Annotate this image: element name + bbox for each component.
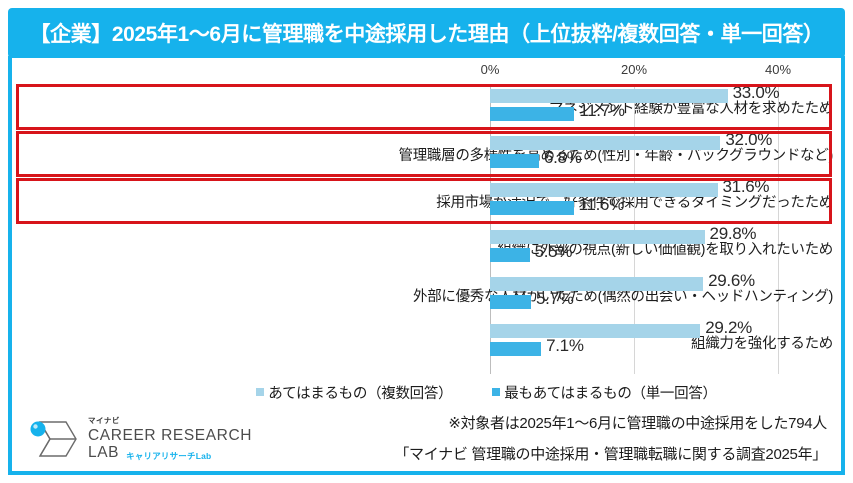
bar-value-label: 29.6% <box>708 271 755 290</box>
bar-value-label: 6.8% <box>543 148 582 167</box>
bar-value-label: 33.0% <box>732 83 780 102</box>
bar-value-label: 5.5% <box>534 242 573 261</box>
bar-single <box>490 295 532 309</box>
bar-single <box>490 107 575 121</box>
bar-multi <box>490 230 705 244</box>
bar-value-label: 11.7% <box>579 101 625 120</box>
row-category-label: 組織に外部の視点(新しい価値観)を取り入れたいため <box>497 242 833 258</box>
gridline <box>634 84 635 374</box>
row-bars: 31.6% 11.6% <box>490 177 841 225</box>
chart-rows: マネジメント経験が豊富な人材を求めたため 33.0% 11.7% 管理職層の多様性を高… <box>12 83 841 366</box>
mynavi-career-research-lab-logo: マイナビ CAREER RESEARCH LAB キャリアリサーチLab <box>26 416 252 462</box>
legend-label: あてはまるもの（複数回答） <box>268 385 453 402</box>
footer: マイナビ CAREER RESEARCH LAB キャリアリサーチLab ※対象… <box>12 406 841 476</box>
bar-value-label: 11.6% <box>578 195 625 214</box>
frame-left-rail <box>8 56 12 475</box>
logo-kana: マイナビ <box>88 416 120 426</box>
header-banner: 【企業】2025年1〜6月に管理職を中途採用した理由（上位抜粋/複数回答・単一回… <box>8 8 845 58</box>
footnotes: ※対象者は2025年1〜6月に管理職の中途採用をした794人 「マイナビ 管理職… <box>394 408 827 470</box>
chart-row: 管理職層の多様性を高めるため(性別・年齢・バックグラウンドなど) 32.0% 6.8… <box>12 130 841 178</box>
row-bars: 29.2% 7.1% <box>490 318 841 366</box>
chart-row: 組織力を強化するため 29.2% 7.1% <box>12 318 841 366</box>
frame-right-rail <box>841 56 845 475</box>
bar-value-label: 5.7% <box>536 289 574 308</box>
legend-item: 最もあてはまるもの（単一回答） <box>492 382 717 403</box>
chart-row: 外部に優秀な人材がいたため(偶然の出会い・ヘッドハンティング) 29.6% 5.7% <box>12 271 841 319</box>
bar-value-label: 29.2% <box>705 318 752 337</box>
bar-multi <box>490 277 704 291</box>
logo-line-2: LAB <box>88 443 120 461</box>
bar-value-label: 7.1% <box>546 336 584 355</box>
bar-multi <box>490 183 718 197</box>
chart-row: 採用市場が活況で、好条件で採用できるタイミングだったため 31.6% 11.6% <box>12 177 841 225</box>
bar-single <box>490 154 539 168</box>
bar-value-label: 32.0% <box>725 130 773 149</box>
frame-bottom-rail <box>8 471 845 475</box>
x-axis: 0% 20% 40% <box>12 62 841 82</box>
footnote-sample-size: ※対象者は2025年1〜6月に管理職の中途採用をした794人 <box>448 415 827 432</box>
chart-row: 組織に外部の視点(新しい価値観)を取り入れたいため 29.8% 5.5% <box>12 224 841 272</box>
legend-swatch-icon <box>492 388 501 396</box>
bar-single <box>490 201 574 215</box>
x-axis-tick-label: 20% <box>620 62 648 77</box>
row-bars: 32.0% 6.8% <box>490 130 841 178</box>
row-bars: 33.0% 11.7% <box>490 83 841 131</box>
logo-subtitle: キャリアリサーチLab <box>126 451 212 462</box>
logo-line-1: CAREER RESEARCH <box>88 426 253 444</box>
legend-swatch-icon <box>256 388 265 396</box>
bar-chart: 0% 20% 40% マネジメント経験が豊富な人材を求めたため 33.0% 11.7% 管… <box>12 60 841 380</box>
logo-mark-icon <box>26 416 80 462</box>
bar-single <box>490 248 530 262</box>
bar-multi <box>490 324 701 338</box>
bar-multi <box>490 89 728 103</box>
bar-value-label: 31.6% <box>722 177 770 196</box>
gridline <box>490 84 491 374</box>
bar-multi <box>490 136 721 150</box>
footnote-source: 「マイナビ 管理職の中途採用・管理職転職に関する調査2025年」 <box>394 446 827 463</box>
row-category-label: 組織力を強化するため <box>691 336 833 352</box>
row-bars: 29.6% 5.7% <box>490 271 841 319</box>
bar-single <box>490 342 542 356</box>
row-bars: 29.8% 5.5% <box>490 224 841 272</box>
legend-item: あてはまるもの（複数回答） <box>256 382 453 403</box>
bar-value-label: 29.8% <box>709 224 757 243</box>
chart-row: マネジメント経験が豊富な人材を求めたため 33.0% 11.7% <box>12 83 841 131</box>
x-axis-tick-label: 40% <box>764 62 792 77</box>
gridline <box>778 84 779 374</box>
chart-legend: あてはまるもの（複数回答） 最もあてはまるもの（単一回答） <box>12 380 841 404</box>
logo-wordmark: マイナビ CAREER RESEARCH LAB キャリアリサーチLab <box>88 417 252 461</box>
hexagon-logo-icon <box>30 421 77 457</box>
row-category-label: マネジメント経験が豊富な人材を求めたため <box>549 101 833 117</box>
page-title: 【企業】2025年1〜6月に管理職を中途採用した理由（上位抜粋/複数回答・単一回… <box>29 23 824 46</box>
legend-label: 最もあてはまるもの（単一回答） <box>504 385 717 402</box>
x-axis-tick-label: 0% <box>480 62 500 77</box>
